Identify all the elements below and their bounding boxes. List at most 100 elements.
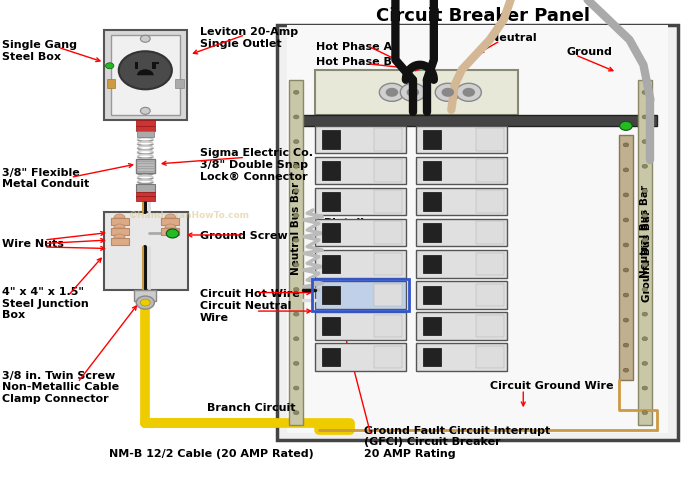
Circle shape xyxy=(642,362,648,366)
Bar xyxy=(374,129,402,152)
Text: Sigma Electric Co.
3/8" Double Snap
Lock® Connector: Sigma Electric Co. 3/8" Double Snap Lock… xyxy=(199,148,313,181)
Circle shape xyxy=(141,36,150,43)
Bar xyxy=(322,348,340,366)
Text: Neutral Bus Bar: Neutral Bus Bar xyxy=(291,181,301,275)
Bar xyxy=(135,63,139,70)
Bar xyxy=(476,160,504,182)
Wedge shape xyxy=(137,70,154,76)
Circle shape xyxy=(293,140,299,144)
Bar xyxy=(298,116,657,127)
Bar xyxy=(289,81,303,425)
Circle shape xyxy=(623,269,629,273)
Circle shape xyxy=(167,229,178,238)
Circle shape xyxy=(642,313,648,317)
Text: Ground Screw: Ground Screw xyxy=(199,230,288,240)
Bar xyxy=(416,158,508,185)
Text: Pigtail: Pigtail xyxy=(324,218,364,228)
Bar xyxy=(111,228,129,235)
Bar xyxy=(315,282,406,309)
Text: Ground: Ground xyxy=(566,47,612,57)
Bar xyxy=(374,191,402,213)
Bar xyxy=(111,238,129,245)
Bar xyxy=(374,222,402,244)
Circle shape xyxy=(293,264,299,268)
Bar xyxy=(476,253,504,276)
Bar xyxy=(276,26,678,440)
Bar xyxy=(322,317,340,336)
Bar xyxy=(315,71,518,116)
Bar xyxy=(153,63,160,65)
Bar xyxy=(136,127,155,132)
Circle shape xyxy=(293,411,299,415)
Circle shape xyxy=(293,91,299,95)
Bar xyxy=(416,282,508,309)
Circle shape xyxy=(642,189,648,193)
Circle shape xyxy=(293,362,299,366)
Bar xyxy=(322,224,340,242)
Circle shape xyxy=(642,288,648,292)
Circle shape xyxy=(623,218,629,222)
Bar xyxy=(322,131,340,150)
Circle shape xyxy=(642,264,648,268)
Bar xyxy=(104,213,188,291)
Bar xyxy=(111,36,179,116)
Bar xyxy=(136,184,155,192)
Bar xyxy=(107,80,116,89)
Circle shape xyxy=(642,214,648,218)
Circle shape xyxy=(642,165,648,169)
Text: Ground Bus Bar: Ground Bus Bar xyxy=(642,209,652,302)
Circle shape xyxy=(136,297,155,310)
Bar xyxy=(315,343,406,371)
Text: Neutral Bus Bar: Neutral Bus Bar xyxy=(640,184,650,277)
Wedge shape xyxy=(165,224,176,228)
Bar xyxy=(424,224,441,242)
Circle shape xyxy=(642,337,648,341)
Bar xyxy=(315,219,406,247)
Bar xyxy=(476,191,504,213)
Bar xyxy=(374,315,402,338)
Circle shape xyxy=(642,116,648,120)
Bar xyxy=(374,253,402,276)
Bar xyxy=(424,131,441,150)
Circle shape xyxy=(293,337,299,341)
Bar xyxy=(175,80,183,89)
Text: 3/8 in. Twin Screw
Non-Metallic Cable
Clamp Connector: 3/8 in. Twin Screw Non-Metallic Cable Cl… xyxy=(2,370,119,403)
Circle shape xyxy=(386,89,398,98)
Bar xyxy=(476,315,504,338)
Bar xyxy=(374,284,402,307)
Text: Circuit Breaker Panel: Circuit Breaker Panel xyxy=(376,7,589,25)
Text: Single Gang
Steel Box: Single Gang Steel Box xyxy=(2,40,77,62)
Circle shape xyxy=(623,368,629,372)
Text: Leviton 20-Amp
Single Outlet: Leviton 20-Amp Single Outlet xyxy=(199,28,298,49)
Bar xyxy=(162,228,178,235)
Circle shape xyxy=(141,300,150,307)
Text: Branch Circuit: Branch Circuit xyxy=(206,402,295,412)
Bar xyxy=(416,250,508,278)
Text: Neutral: Neutral xyxy=(490,33,536,43)
Bar xyxy=(374,346,402,368)
Circle shape xyxy=(623,168,629,172)
Circle shape xyxy=(642,238,648,242)
Bar xyxy=(312,279,410,312)
Bar xyxy=(136,192,155,197)
Wedge shape xyxy=(165,214,176,218)
Bar xyxy=(424,286,441,305)
Bar xyxy=(137,132,154,138)
Circle shape xyxy=(623,319,629,323)
Bar xyxy=(136,160,155,173)
Bar xyxy=(416,188,508,216)
Bar xyxy=(136,197,155,202)
Text: Circuit Neutral
Wire: Circuit Neutral Wire xyxy=(199,301,291,322)
Circle shape xyxy=(463,89,475,98)
Bar xyxy=(287,26,668,433)
Text: Circuit Ground Wire: Circuit Ground Wire xyxy=(490,380,613,390)
Bar xyxy=(416,127,508,154)
Bar xyxy=(322,193,340,211)
Bar xyxy=(476,129,504,152)
Bar xyxy=(153,63,156,70)
Circle shape xyxy=(623,144,629,148)
Wedge shape xyxy=(114,234,125,238)
Circle shape xyxy=(623,243,629,247)
Text: 4" x 4" x 1.5"
Steel Junction
Box: 4" x 4" x 1.5" Steel Junction Box xyxy=(2,287,89,320)
Wedge shape xyxy=(114,214,125,218)
